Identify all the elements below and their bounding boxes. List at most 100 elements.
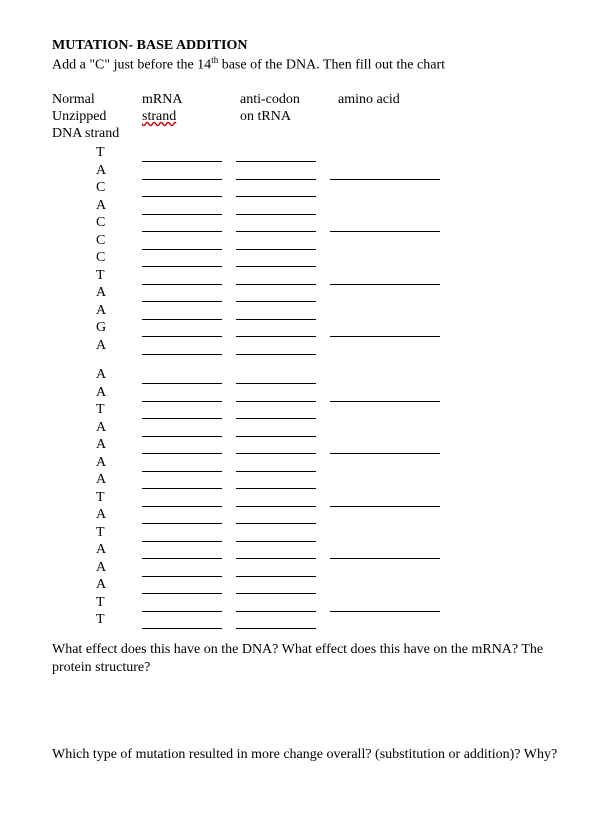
anticodon-blank[interactable]: [236, 384, 330, 402]
amino-blank[interactable]: [330, 231, 450, 232]
mrna-blank[interactable]: [142, 577, 236, 595]
anticodon-blank[interactable]: [236, 367, 330, 385]
anticodon-blank[interactable]: [236, 577, 330, 595]
mrna-blank[interactable]: [142, 437, 236, 455]
anticodon-blank[interactable]: [236, 145, 330, 163]
amino-blank[interactable]: [330, 453, 450, 454]
dna-base: T: [52, 268, 142, 285]
instruction-pre: Add a "C" just before the 14: [52, 57, 211, 72]
mrna-blank[interactable]: [142, 524, 236, 542]
table-row: T: [52, 402, 569, 420]
mrna-blank[interactable]: [142, 267, 236, 285]
anticodon-blank[interactable]: [236, 437, 330, 455]
mrna-blank[interactable]: [142, 232, 236, 250]
anticodon-blank[interactable]: [236, 454, 330, 472]
mrna-blank[interactable]: [142, 145, 236, 163]
anticodon-blank[interactable]: [236, 612, 330, 630]
anticodon-blank[interactable]: [236, 402, 330, 420]
table-row: C: [52, 180, 569, 198]
dna-base: T: [52, 525, 142, 542]
table-row: T: [52, 145, 569, 163]
mrna-blank[interactable]: [142, 162, 236, 180]
dna-base: A: [52, 560, 142, 577]
mrna-blank[interactable]: [142, 320, 236, 338]
header-text-squiggle: strand: [142, 109, 176, 124]
mrna-blank[interactable]: [142, 559, 236, 577]
mrna-blank[interactable]: [142, 454, 236, 472]
header-text: on tRNA: [240, 109, 338, 126]
table-row: A: [52, 384, 569, 402]
anticodon-blank[interactable]: [236, 542, 330, 560]
mrna-blank[interactable]: [142, 384, 236, 402]
mrna-blank[interactable]: [142, 489, 236, 507]
anticodon-blank[interactable]: [236, 302, 330, 320]
dna-base: C: [52, 215, 142, 232]
table-row: A: [52, 542, 569, 560]
dna-base: A: [52, 437, 142, 454]
anticodon-blank[interactable]: [236, 559, 330, 577]
anticodon-blank[interactable]: [236, 180, 330, 198]
mrna-blank[interactable]: [142, 472, 236, 490]
table-row: C: [52, 250, 569, 268]
header-text: anti-codon: [240, 92, 338, 109]
amino-blank[interactable]: [330, 401, 450, 402]
anticodon-blank[interactable]: [236, 507, 330, 525]
table-row: A: [52, 419, 569, 437]
mrna-blank[interactable]: [142, 507, 236, 525]
anticodon-blank[interactable]: [236, 215, 330, 233]
anticodon-blank[interactable]: [236, 162, 330, 180]
mrna-blank[interactable]: [142, 612, 236, 630]
mrna-blank[interactable]: [142, 285, 236, 303]
mrna-blank[interactable]: [142, 337, 236, 355]
anticodon-blank[interactable]: [236, 419, 330, 437]
table-row: T: [52, 612, 569, 630]
page-title: MUTATION- BASE ADDITION: [52, 38, 569, 55]
mrna-blank[interactable]: [142, 197, 236, 215]
table-row: A: [52, 472, 569, 490]
table-row: G: [52, 320, 569, 338]
anticodon-blank[interactable]: [236, 524, 330, 542]
table-row: A: [52, 197, 569, 215]
mrna-blank[interactable]: [142, 250, 236, 268]
anticodon-blank[interactable]: [236, 320, 330, 338]
dna-base: A: [52, 472, 142, 489]
mrna-blank[interactable]: [142, 215, 236, 233]
anticodon-blank[interactable]: [236, 594, 330, 612]
column-headers: Normal Unzipped DNA strand mRNA strand a…: [52, 92, 569, 142]
amino-blank[interactable]: [330, 336, 450, 337]
amino-blank[interactable]: [330, 506, 450, 507]
table-row: A: [52, 162, 569, 180]
mrna-blank[interactable]: [142, 367, 236, 385]
mrna-blank[interactable]: [142, 542, 236, 560]
header-text: Unzipped: [52, 109, 142, 126]
header-text: Normal: [52, 92, 142, 109]
amino-blank[interactable]: [330, 284, 450, 285]
dna-base: A: [52, 542, 142, 559]
amino-blank[interactable]: [330, 611, 450, 612]
anticodon-blank[interactable]: [236, 197, 330, 215]
amino-blank[interactable]: [330, 558, 450, 559]
dna-base: T: [52, 612, 142, 629]
anticodon-blank[interactable]: [236, 232, 330, 250]
dna-base: A: [52, 577, 142, 594]
anticodon-blank[interactable]: [236, 267, 330, 285]
mrna-blank[interactable]: [142, 402, 236, 420]
amino-blank[interactable]: [330, 179, 450, 180]
anticodon-blank[interactable]: [236, 472, 330, 490]
dna-base: A: [52, 163, 142, 180]
dna-base: A: [52, 285, 142, 302]
mrna-blank[interactable]: [142, 594, 236, 612]
mrna-blank[interactable]: [142, 180, 236, 198]
mrna-blank[interactable]: [142, 302, 236, 320]
anticodon-blank[interactable]: [236, 489, 330, 507]
dna-base: A: [52, 385, 142, 402]
anticodon-blank[interactable]: [236, 250, 330, 268]
dna-base: T: [52, 145, 142, 162]
dna-base: C: [52, 233, 142, 250]
dna-base: C: [52, 250, 142, 267]
question-2: Which type of mutation resulted in more …: [52, 746, 569, 764]
table-row: A: [52, 302, 569, 320]
anticodon-blank[interactable]: [236, 285, 330, 303]
anticodon-blank[interactable]: [236, 337, 330, 355]
mrna-blank[interactable]: [142, 419, 236, 437]
